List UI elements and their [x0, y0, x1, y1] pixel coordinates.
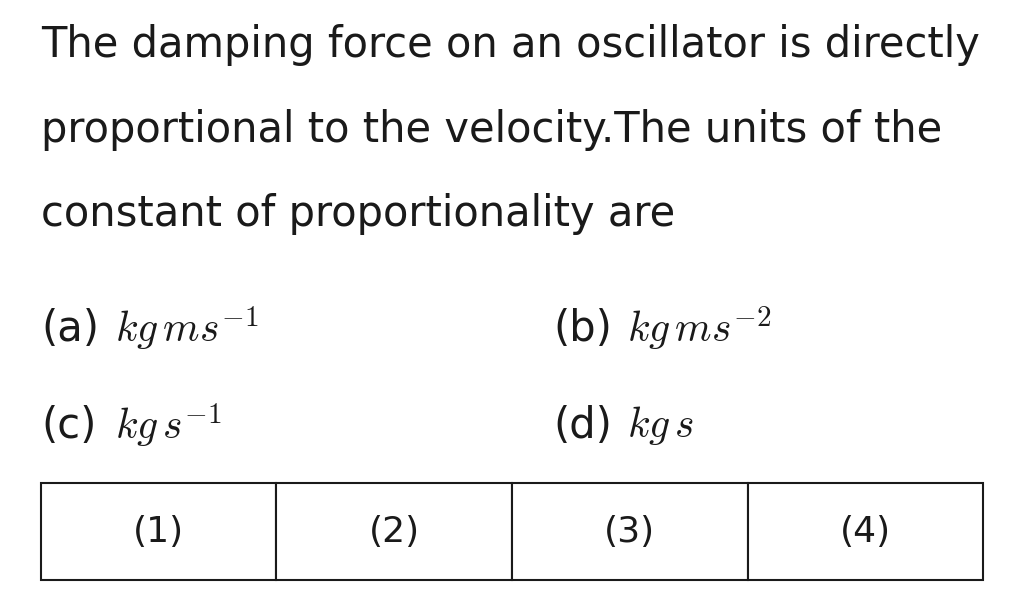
Text: (4): (4) [840, 515, 891, 548]
Text: proportional to the velocity.The units of the: proportional to the velocity.The units o… [41, 109, 942, 151]
Text: (a): (a) [41, 308, 99, 350]
Text: (1): (1) [133, 515, 184, 548]
Bar [748, 483, 983, 580]
Text: $kg\,s^{-1}$: $kg\,s^{-1}$ [115, 402, 221, 450]
Text: (3): (3) [604, 515, 655, 548]
Text: (c): (c) [41, 405, 96, 447]
Bar [276, 483, 512, 580]
Text: $kg\,ms^{-2}$: $kg\,ms^{-2}$ [627, 305, 771, 353]
Text: (d): (d) [553, 405, 611, 447]
Bar [41, 483, 276, 580]
Text: $kg\,s$: $kg\,s$ [627, 404, 693, 448]
Text: (2): (2) [369, 515, 420, 548]
Bar [512, 483, 748, 580]
Text: $kg\,ms^{-1}$: $kg\,ms^{-1}$ [115, 305, 258, 353]
Text: constant of proportionality are: constant of proportionality are [41, 193, 675, 236]
Text: (b): (b) [553, 308, 611, 350]
Text: The damping force on an oscillator is directly: The damping force on an oscillator is di… [41, 24, 980, 66]
